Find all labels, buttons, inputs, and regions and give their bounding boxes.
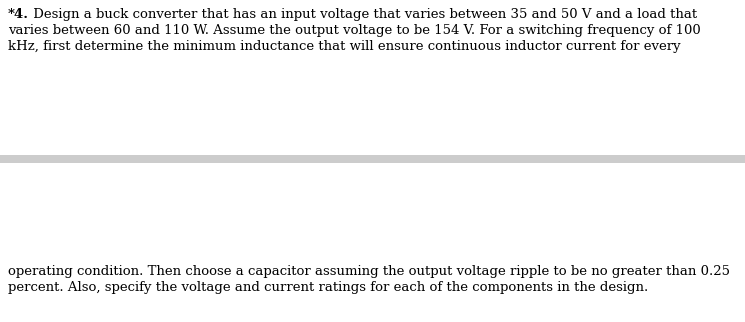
Text: varies between 60 and 110 W. Assume the output voltage to be 154 V. For a switch: varies between 60 and 110 W. Assume the …: [8, 24, 701, 37]
Text: kHz, first determine the minimum inductance that will ensure continuous inductor: kHz, first determine the minimum inducta…: [8, 40, 681, 53]
Text: *4.: *4.: [8, 8, 29, 21]
Bar: [0, 155, 745, 163]
Text: percent. Also, specify the voltage and current ratings for each of the component: percent. Also, specify the voltage and c…: [8, 281, 648, 294]
Text: Design a buck converter that has an input voltage that varies between 35 and 50 : Design a buck converter that has an inpu…: [29, 8, 697, 21]
Text: operating condition. Then choose a capacitor assuming the output voltage ripple : operating condition. Then choose a capac…: [8, 265, 730, 278]
